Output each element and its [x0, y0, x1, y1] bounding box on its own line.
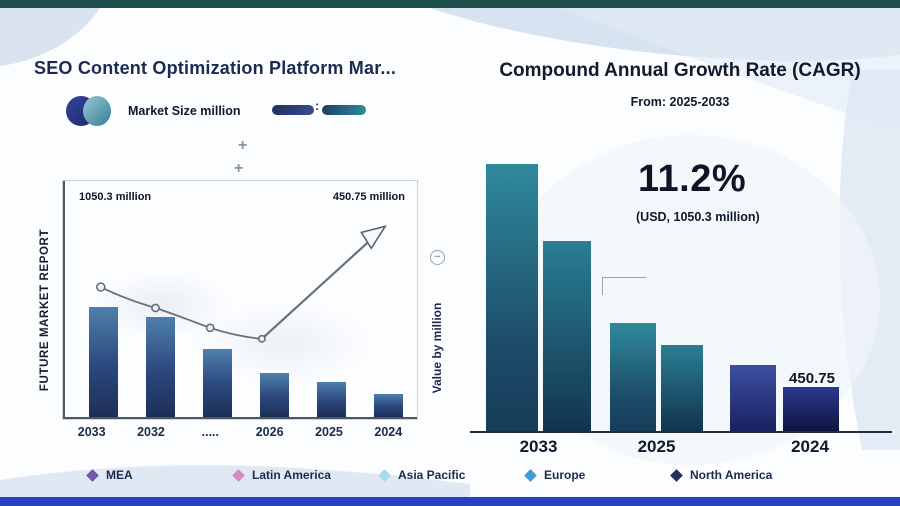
value-2033-annotation: 1050.3 million — [79, 191, 152, 203]
market-size-bar-2025 — [317, 382, 346, 417]
legend-label: MEA — [106, 468, 133, 482]
legend-label: Latin America — [252, 468, 331, 482]
bracket-decoration — [602, 277, 646, 295]
legend-item-europe: Europe — [524, 468, 586, 482]
left-x-axis-labels: 2033 2032 ..... 2026 2025 2024 — [62, 425, 418, 439]
bar-value-label: 450.75 — [789, 370, 835, 387]
left-chart-title: SEO Content Optimization Platform Mar... — [34, 58, 397, 78]
legend-diamond-icon — [86, 468, 99, 482]
ratio-pill-teal — [322, 105, 366, 115]
plus-decoration-icon: + — [238, 137, 248, 154]
bottom-accent-strip — [0, 497, 900, 506]
top-accent-strip — [0, 0, 900, 8]
legend-label: Asia Pacific — [398, 468, 466, 482]
x-label-2026: 2026 — [255, 425, 284, 439]
cagr-title: Compound Annual Growth Rate (CAGR) — [499, 60, 861, 81]
cagr-caption: (USD, 1050.3 million) — [636, 210, 760, 224]
market-size-bar-2032 — [146, 317, 175, 417]
x-label-2032: 2032 — [137, 425, 165, 439]
right-x-label-2025: 2025 — [637, 437, 676, 456]
cagr-bar-2025-series-b — [661, 345, 703, 431]
cagr-bar-2024-series-b — [783, 387, 839, 431]
ratio-pill-dark — [272, 105, 314, 115]
plus-decoration-icon: + — [234, 160, 244, 177]
x-label-2033: 2033 — [77, 425, 106, 439]
legend-item-mea: MEA — [86, 468, 133, 482]
right-x-label-2033: 2033 — [519, 437, 558, 456]
cagr-bars — [486, 164, 839, 431]
x-label-2024: 2024 — [374, 425, 403, 439]
left-chart-x-axis — [63, 417, 417, 419]
market-size-label: Market Size million — [128, 104, 241, 118]
cagr-value: 11.2% — [638, 158, 747, 200]
cagr-subtitle: From: 2025-2033 — [630, 95, 730, 109]
market-size-bar-2033 — [89, 307, 118, 417]
legend-item-asia-pacific: Asia Pacific — [378, 468, 466, 482]
trend-arrow — [96, 225, 387, 343]
cagr-bar-2025-series-a — [610, 323, 656, 431]
legend-label: Europe — [544, 468, 586, 482]
legend-diamond-icon — [378, 468, 391, 482]
right-chart-x-axis — [470, 431, 892, 433]
market-size-bars — [63, 181, 417, 419]
legend-item-latin-america: Latin America — [232, 468, 331, 482]
market-size-icon — [66, 96, 116, 126]
legend-item-north-america: North America — [670, 468, 773, 482]
left-chart-y-axis — [63, 181, 65, 419]
market-size-bar-..... — [203, 349, 232, 417]
x-label-2025: 2025 — [315, 425, 343, 439]
cagr-bar-2024-series-a — [730, 365, 776, 431]
value-2024-annotation: 450.75 million — [332, 191, 405, 203]
right-x-label-2024: 2024 — [791, 437, 829, 456]
x-label-ellipsis: ..... — [201, 425, 219, 439]
legend-diamond-icon — [232, 468, 245, 482]
legend-diamond-icon — [524, 468, 537, 482]
market-size-chart: 1050.3 million 450.75 million — [62, 180, 418, 420]
market-size-bar-2024 — [374, 394, 403, 417]
cagr-bar-2033-series-a — [486, 164, 538, 431]
circle-minus-icon: − — [430, 250, 445, 265]
legend-diamond-icon — [670, 468, 683, 482]
market-size-bar-2026 — [260, 373, 289, 417]
cagr-bar-2033-series-b — [543, 241, 591, 431]
legend-label: North America — [690, 468, 773, 482]
ratio-colon: : — [315, 98, 320, 113]
